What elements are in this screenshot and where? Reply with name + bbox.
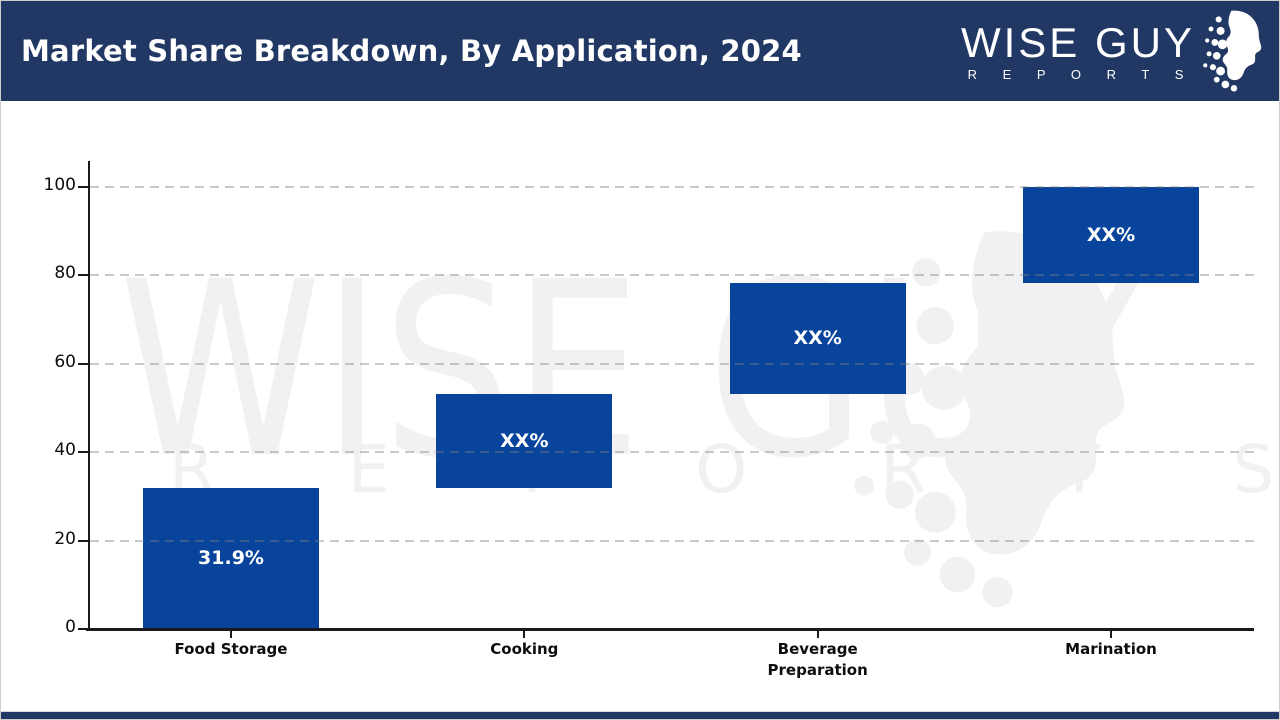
bar-value-label: XX% [1086, 223, 1136, 246]
bar-value-label: XX% [793, 327, 842, 350]
bar-beverage-preparation: XX% [729, 283, 906, 394]
y-tick-label: 60 [54, 351, 76, 372]
x-tick [230, 631, 232, 638]
y-tick-label: 100 [43, 174, 76, 195]
x-tick [523, 631, 526, 638]
logo-reports-text: R E P O R T S [967, 66, 1195, 82]
y-tick-label: 0 [65, 617, 76, 637]
gridline [90, 362, 1254, 365]
footer-hairline [1, 711, 1279, 712]
bar-marination: XX% [1022, 186, 1199, 284]
y-axis-line [88, 161, 90, 630]
x-tick [816, 631, 819, 638]
x-axis-line [86, 628, 1254, 631]
y-tick-label: 80 [54, 263, 76, 283]
y-tick [78, 628, 88, 630]
category-label: Cooking [490, 640, 559, 658]
y-tick-label: 20 [54, 528, 76, 549]
logo-face-dots-icon [1203, 10, 1262, 92]
gridline [90, 274, 1254, 276]
gridline [90, 539, 1254, 542]
header-banner: Market Share Breakdown, By Application, … [1, 1, 1279, 101]
y-tick [78, 539, 88, 542]
bar-cooking: XX% [436, 393, 613, 488]
y-tick [78, 451, 88, 453]
x-tick [1109, 631, 1112, 638]
y-tick [78, 362, 88, 365]
y-tick [78, 185, 88, 188]
category-label: Beverage Preparation [767, 640, 868, 679]
y-tick-label: 40 [54, 440, 76, 460]
bar-food-storage: 31.9% [143, 487, 319, 629]
gridline [90, 451, 1254, 453]
logo-text: WISE GUY R E P O R T S [960, 18, 1195, 82]
logo-wiseguy-text: WISE GUY [960, 18, 1195, 66]
wise-guy-logo: WISE GUY R E P O R T S [961, 1, 1269, 101]
category-label: Marination [1065, 640, 1157, 658]
gridline [90, 185, 1254, 188]
footer-bar [1, 712, 1279, 719]
category-label: Food Storage [174, 640, 288, 658]
chart-title: Market Share Breakdown, By Application, … [21, 34, 802, 68]
y-tick [78, 274, 88, 276]
bar-value-label: XX% [500, 429, 549, 452]
bar-value-label: 31.9% [198, 547, 264, 570]
